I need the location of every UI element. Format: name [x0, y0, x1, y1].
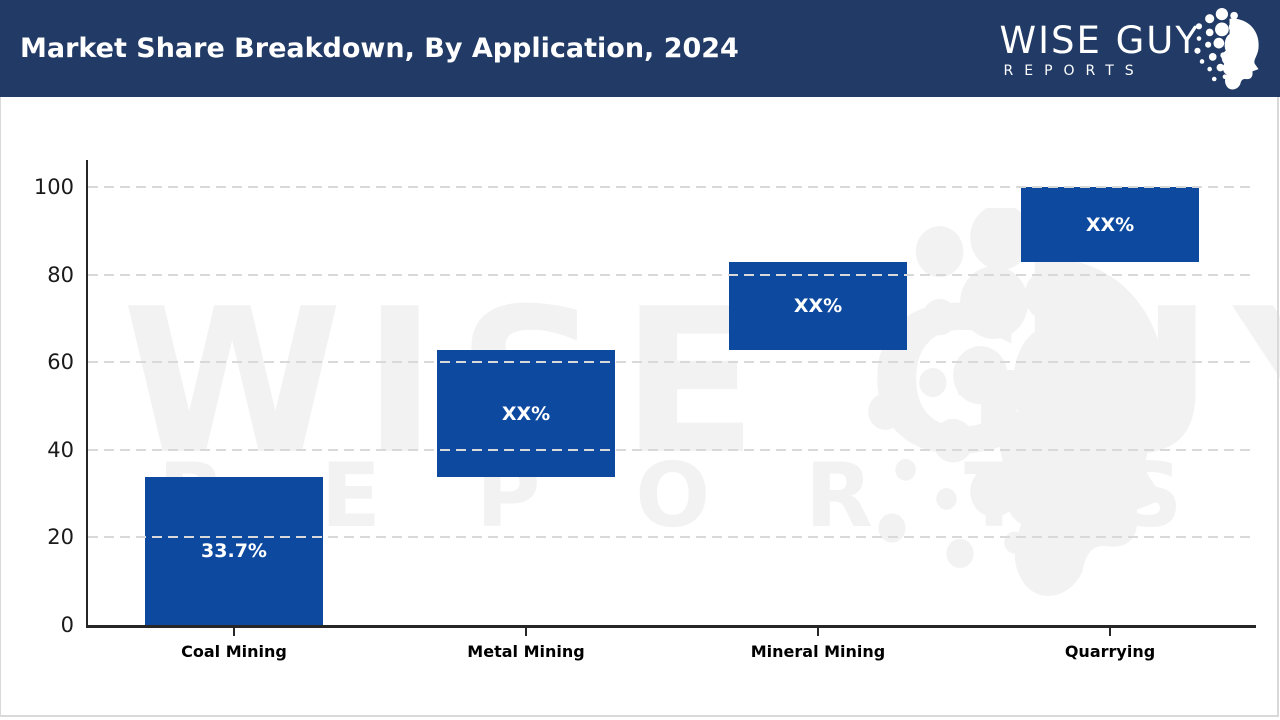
y-tick-label: 0 — [60, 613, 74, 637]
y-tick-label: 80 — [47, 262, 74, 287]
bar-value-label: XX% — [501, 402, 551, 425]
bar-value-label: XX% — [1085, 213, 1135, 236]
brand-logo-text: WISE GUY REPORTS — [999, 19, 1200, 80]
gridline — [88, 448, 1256, 451]
x-category-label: Quarrying — [1064, 642, 1156, 661]
gridline — [88, 273, 1256, 276]
brand-logo: WISE GUY REPORTS — [1000, 8, 1270, 92]
y-axis-labels: 0 20 40 60 80 100 — [0, 160, 76, 640]
x-tick — [525, 628, 527, 636]
x-axis-line — [86, 625, 1256, 628]
bar-quarrying: XX% — [1021, 187, 1199, 263]
gridline — [88, 361, 1256, 364]
x-tick — [233, 628, 235, 636]
bar-metal-mining: XX% — [437, 349, 615, 478]
x-category-label: Metal Mining — [467, 642, 585, 661]
header-bar: Market Share Breakdown, By Application, … — [0, 0, 1280, 97]
bar-value-label: XX% — [793, 295, 843, 318]
bar-coal-mining: 33.7% — [145, 477, 323, 625]
x-category-label: Coal Mining — [181, 642, 287, 661]
brand-head-icon — [1194, 8, 1259, 90]
bar-mineral-mining: XX% — [729, 262, 907, 350]
gridline — [88, 536, 1256, 539]
bar-value-label: 33.7% — [201, 540, 267, 563]
x-tick — [1109, 628, 1111, 636]
brand-name: WISE GUY — [999, 19, 1200, 62]
gridline — [88, 186, 1256, 188]
y-tick-label: 20 — [47, 525, 74, 550]
brand-subtitle: REPORTS — [1003, 63, 1145, 79]
x-category-label: Mineral Mining — [750, 642, 886, 661]
y-axis-line — [86, 160, 88, 627]
y-tick-label: 100 — [33, 175, 74, 199]
page-title: Market Share Breakdown, By Application, … — [20, 33, 739, 64]
y-tick-label: 60 — [47, 350, 74, 375]
x-tick — [817, 628, 819, 636]
y-tick-label: 40 — [47, 437, 74, 462]
plot-area: 33.7% Coal Mining XX% Metal Mining XX% Minera… — [86, 160, 1256, 661]
